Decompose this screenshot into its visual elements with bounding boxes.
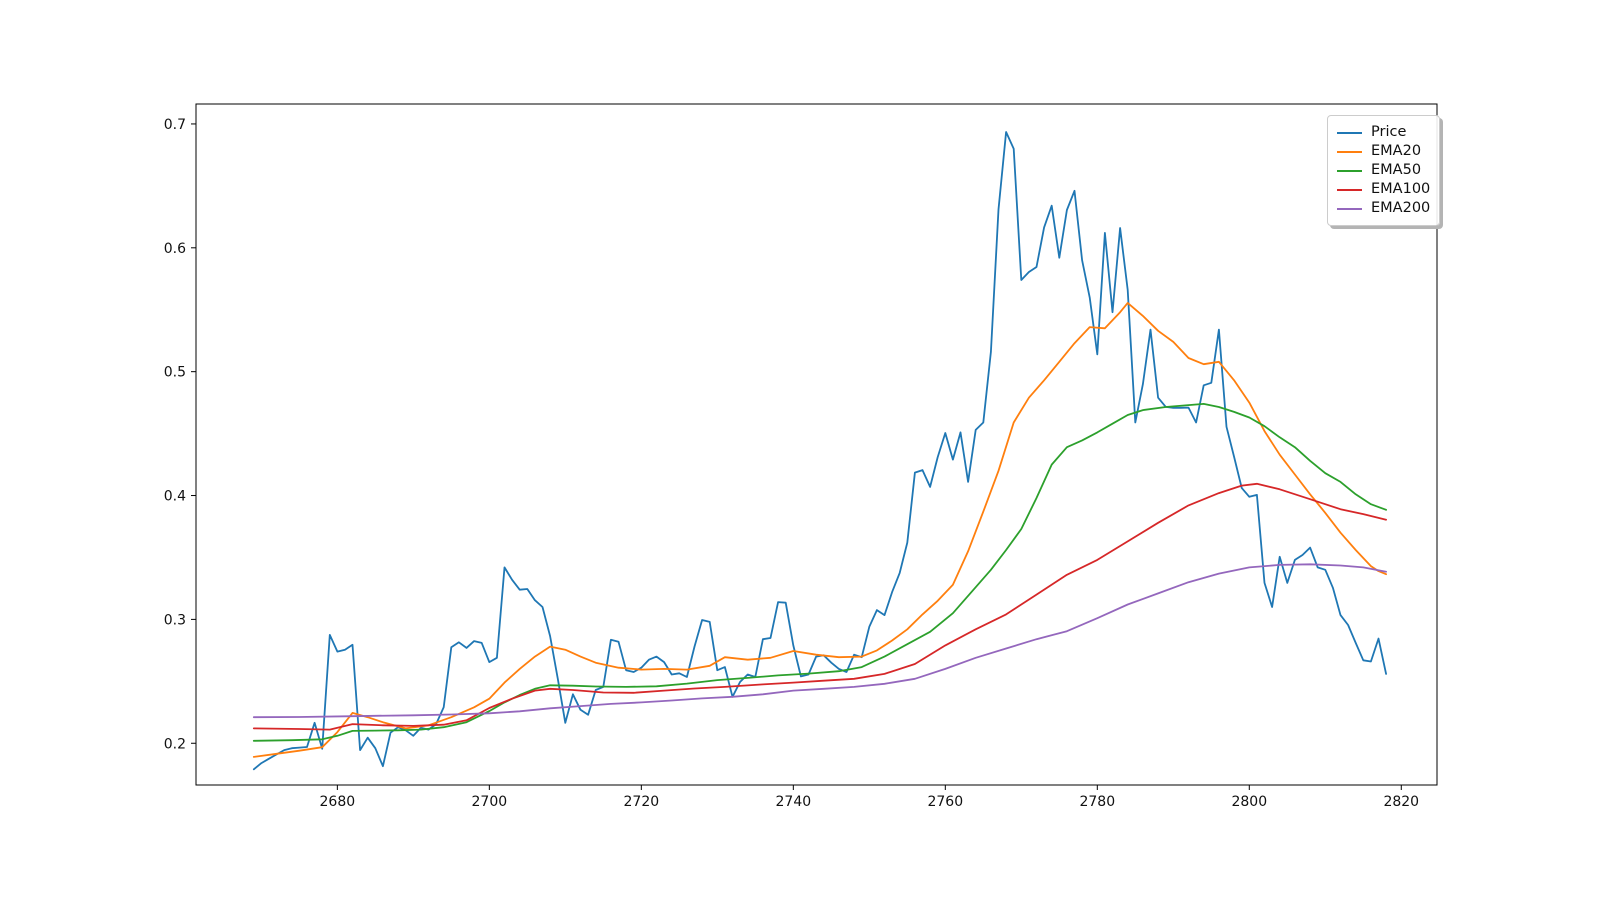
legend-swatch-ema50 bbox=[1337, 169, 1362, 172]
legend-swatch-price bbox=[1337, 131, 1362, 134]
y-tick-label: 0.3 bbox=[164, 612, 186, 628]
y-tick-label: 0.6 bbox=[164, 241, 186, 257]
series-line-ema50 bbox=[252, 402, 1387, 742]
x-tick-label: 2760 bbox=[927, 794, 963, 810]
legend-label: EMA100 bbox=[1371, 181, 1431, 197]
legend-item-ema20: EMA20 bbox=[1337, 142, 1430, 161]
x-tick-label: 2780 bbox=[1079, 794, 1115, 810]
y-tick-label: 0.5 bbox=[164, 365, 186, 381]
x-tick-label: 2740 bbox=[776, 794, 812, 810]
legend-item-ema50: EMA50 bbox=[1337, 161, 1430, 180]
legend: Price EMA20 EMA50 EMA100 EMA200 bbox=[1327, 115, 1441, 226]
y-tick-label: 0.2 bbox=[164, 736, 186, 752]
x-tick-label: 2800 bbox=[1231, 794, 1267, 810]
y-tick-label: 0.4 bbox=[164, 489, 186, 505]
series-line-ema20 bbox=[252, 301, 1387, 758]
series-line-ema200 bbox=[252, 563, 1387, 719]
legend-item-price: Price bbox=[1337, 123, 1430, 142]
series-line-ema100 bbox=[252, 482, 1387, 731]
legend-swatch-ema200 bbox=[1337, 207, 1362, 210]
x-tick-label: 2680 bbox=[320, 794, 356, 810]
y-tick-label: 0.7 bbox=[164, 117, 186, 133]
legend-label: EMA20 bbox=[1371, 143, 1422, 159]
legend-item-ema100: EMA100 bbox=[1337, 180, 1430, 199]
series-line-price bbox=[252, 131, 1387, 771]
legend-item-ema200: EMA200 bbox=[1337, 199, 1430, 218]
legend-label: EMA200 bbox=[1371, 200, 1431, 216]
legend-swatch-ema20 bbox=[1337, 150, 1362, 153]
x-tick-label: 2700 bbox=[472, 794, 508, 810]
plot-border bbox=[195, 103, 1438, 786]
legend-label: Price bbox=[1371, 124, 1407, 140]
x-tick-label: 2820 bbox=[1383, 794, 1419, 810]
legend-swatch-ema100 bbox=[1337, 188, 1362, 191]
x-tick-label: 2720 bbox=[624, 794, 660, 810]
legend-label: EMA50 bbox=[1371, 162, 1422, 178]
